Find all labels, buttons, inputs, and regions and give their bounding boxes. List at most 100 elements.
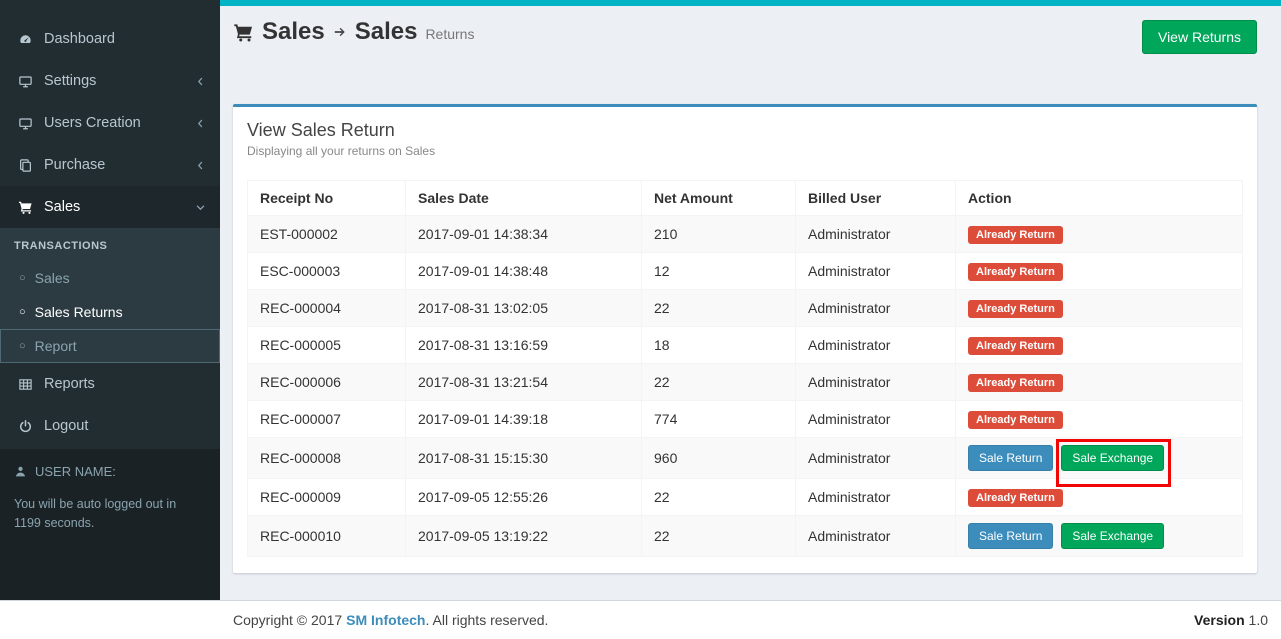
submenu-item-label: Sales [34, 270, 70, 286]
sidebar-item-label: Sales [44, 199, 81, 215]
already-return-badge: Already Return [968, 410, 1063, 429]
submenu-item-label: Sales Returns [34, 304, 123, 320]
table-row: REC-000009 2017-09-05 12:55:26 22 Administr… [247, 478, 1243, 516]
table-row: REC-000004 2017-08-31 13:02:05 22 Administr… [247, 289, 1243, 327]
receipt-no-cell: REC-000005 [247, 326, 406, 364]
sales-date-cell: 2017-09-01 14:38:48 [405, 252, 642, 290]
sale-return-button[interactable]: Sale Return [968, 445, 1054, 471]
dashboard-icon [17, 32, 34, 47]
column-header-billed-user: Billed User [795, 180, 956, 216]
sidebar-item-purchase[interactable]: Purchase [0, 144, 220, 186]
sale-exchange-button[interactable]: Sale Exchange [1061, 523, 1165, 549]
sale-exchange-wrap: Sale Exchange [1061, 523, 1165, 549]
sidebar-item-label: Dashboard [44, 31, 115, 47]
net-amount-cell: 18 [641, 326, 796, 364]
sales-submenu: TRANSACTIONS ○ Sales ○ Sales Returns ○ R… [0, 228, 220, 363]
billed-user-cell: Administrator [795, 289, 956, 327]
brand-link[interactable]: SM Infotech [346, 612, 426, 628]
sales-date-cell: 2017-08-31 13:02:05 [405, 289, 642, 327]
sale-return-button[interactable]: Sale Return [968, 523, 1054, 549]
sidebar: Dashboard Settings Users Creation [0, 0, 220, 600]
page-subtitle: Returns [425, 26, 475, 42]
billed-user-cell: Administrator [795, 515, 956, 557]
content-header: Sales Sales Returns View Returns [220, 6, 1281, 64]
submenu-item-sales-returns[interactable]: ○ Sales Returns [0, 295, 220, 329]
already-return-badge: Already Return [968, 225, 1063, 244]
sales-date-cell: 2017-09-01 14:39:18 [405, 400, 642, 438]
receipt-no-cell: EST-000002 [247, 215, 406, 253]
cart-icon [233, 22, 254, 43]
breadcrumb: Sales Sales Returns [233, 18, 1266, 46]
sales-return-panel: View Sales Return Displaying all your re… [233, 104, 1257, 573]
cart-icon [17, 200, 34, 215]
table-row: REC-000005 2017-08-31 13:16:59 18 Administr… [247, 326, 1243, 364]
billed-user-cell: Administrator [795, 252, 956, 290]
receipt-no-cell: ESC-000003 [247, 252, 406, 290]
page-title: Sales [354, 18, 418, 45]
sale-exchange-button[interactable]: Sale Exchange [1061, 445, 1165, 471]
sale-exchange-wrap: Sale Exchange [1056, 439, 1172, 487]
already-return-badge: Already Return [968, 336, 1063, 355]
auto-logout-note: You will be auto logged out in 1199 seco… [14, 497, 177, 530]
action-cell: Already Return [955, 326, 1243, 364]
sidebar-item-logout[interactable]: Logout [0, 405, 220, 447]
circle-icon: ○ [19, 339, 26, 352]
action-cell: Already Return [955, 478, 1243, 516]
table-row: REC-000008 2017-08-31 15:15:30 960 Administ… [247, 437, 1243, 487]
action-cell: Already Return [955, 215, 1243, 253]
table-row: REC-000010 2017-09-05 13:19:22 22 Administr… [247, 515, 1243, 557]
sidebar-item-users-creation[interactable]: Users Creation [0, 102, 220, 144]
chevron-left-icon [195, 160, 206, 171]
sales-date-cell: 2017-08-31 15:15:30 [405, 437, 642, 479]
sales-date-cell: 2017-08-31 13:21:54 [405, 363, 642, 401]
billed-user-cell: Administrator [795, 326, 956, 364]
net-amount-cell: 12 [641, 252, 796, 290]
billed-user-cell: Administrator [795, 478, 956, 516]
column-header-action: Action [955, 180, 1243, 216]
sales-returns-tbody: EST-000002 2017-09-01 14:38:34 210 Administ… [247, 215, 1243, 557]
net-amount-cell: 22 [641, 478, 796, 516]
sidebar-item-settings[interactable]: Settings [0, 60, 220, 102]
table-row: REC-000007 2017-09-01 14:39:18 774 Administ… [247, 400, 1243, 438]
billed-user-cell: Administrator [795, 363, 956, 401]
net-amount-cell: 210 [641, 215, 796, 253]
sidebar-item-label: Purchase [44, 157, 106, 173]
billed-user-cell: Administrator [795, 400, 956, 438]
arrow-right-icon [333, 25, 347, 39]
sidebar-item-sales[interactable]: Sales [0, 186, 220, 228]
page-section: Sales [262, 18, 325, 45]
user-icon [14, 465, 27, 478]
receipt-no-cell: REC-000009 [247, 478, 406, 516]
submenu-item-sales[interactable]: ○ Sales [0, 261, 220, 295]
receipt-no-cell: REC-000006 [247, 363, 406, 401]
copyright-text: Copyright © 2017 [233, 612, 343, 628]
table-row: REC-000006 2017-08-31 13:21:54 22 Administr… [247, 363, 1243, 401]
sidebar-item-label: Reports [44, 376, 95, 392]
action-cell: Sale Return Sale Exchange [955, 515, 1243, 557]
billed-user-cell: Administrator [795, 437, 956, 479]
table-header-row: Receipt No Sales Date Net Amount Billed Use… [247, 180, 1243, 216]
user-name-label: USER NAME: [35, 464, 116, 479]
action-cell: Sale Return Sale Exchange [955, 437, 1243, 487]
sidebar-item-reports[interactable]: Reports [0, 363, 220, 405]
action-cell: Already Return [955, 252, 1243, 290]
chevron-left-icon [195, 76, 206, 87]
sales-date-cell: 2017-09-05 12:55:26 [405, 478, 642, 516]
sidebar-item-label: Users Creation [44, 115, 141, 131]
sidebar-user-panel: USER NAME: You will be auto logged out i… [0, 449, 220, 600]
net-amount-cell: 960 [641, 437, 796, 479]
net-amount-cell: 22 [641, 289, 796, 327]
already-return-badge: Already Return [968, 262, 1063, 281]
main-content: Sales Sales Returns View Returns View Sa… [220, 0, 1281, 639]
action-cell: Already Return [955, 363, 1243, 401]
already-return-badge: Already Return [968, 488, 1063, 507]
receipt-no-cell: REC-000008 [247, 437, 406, 479]
sidebar-item-dashboard[interactable]: Dashboard [0, 18, 220, 60]
monitor-icon [17, 116, 34, 131]
sidebar-item-label: Logout [44, 418, 89, 434]
circle-icon: ○ [19, 305, 26, 318]
view-returns-button[interactable]: View Returns [1141, 20, 1257, 54]
submenu-item-label: Report [34, 338, 77, 354]
submenu-item-report[interactable]: ○ Report [0, 329, 220, 363]
sales-date-cell: 2017-08-31 13:16:59 [405, 326, 642, 364]
